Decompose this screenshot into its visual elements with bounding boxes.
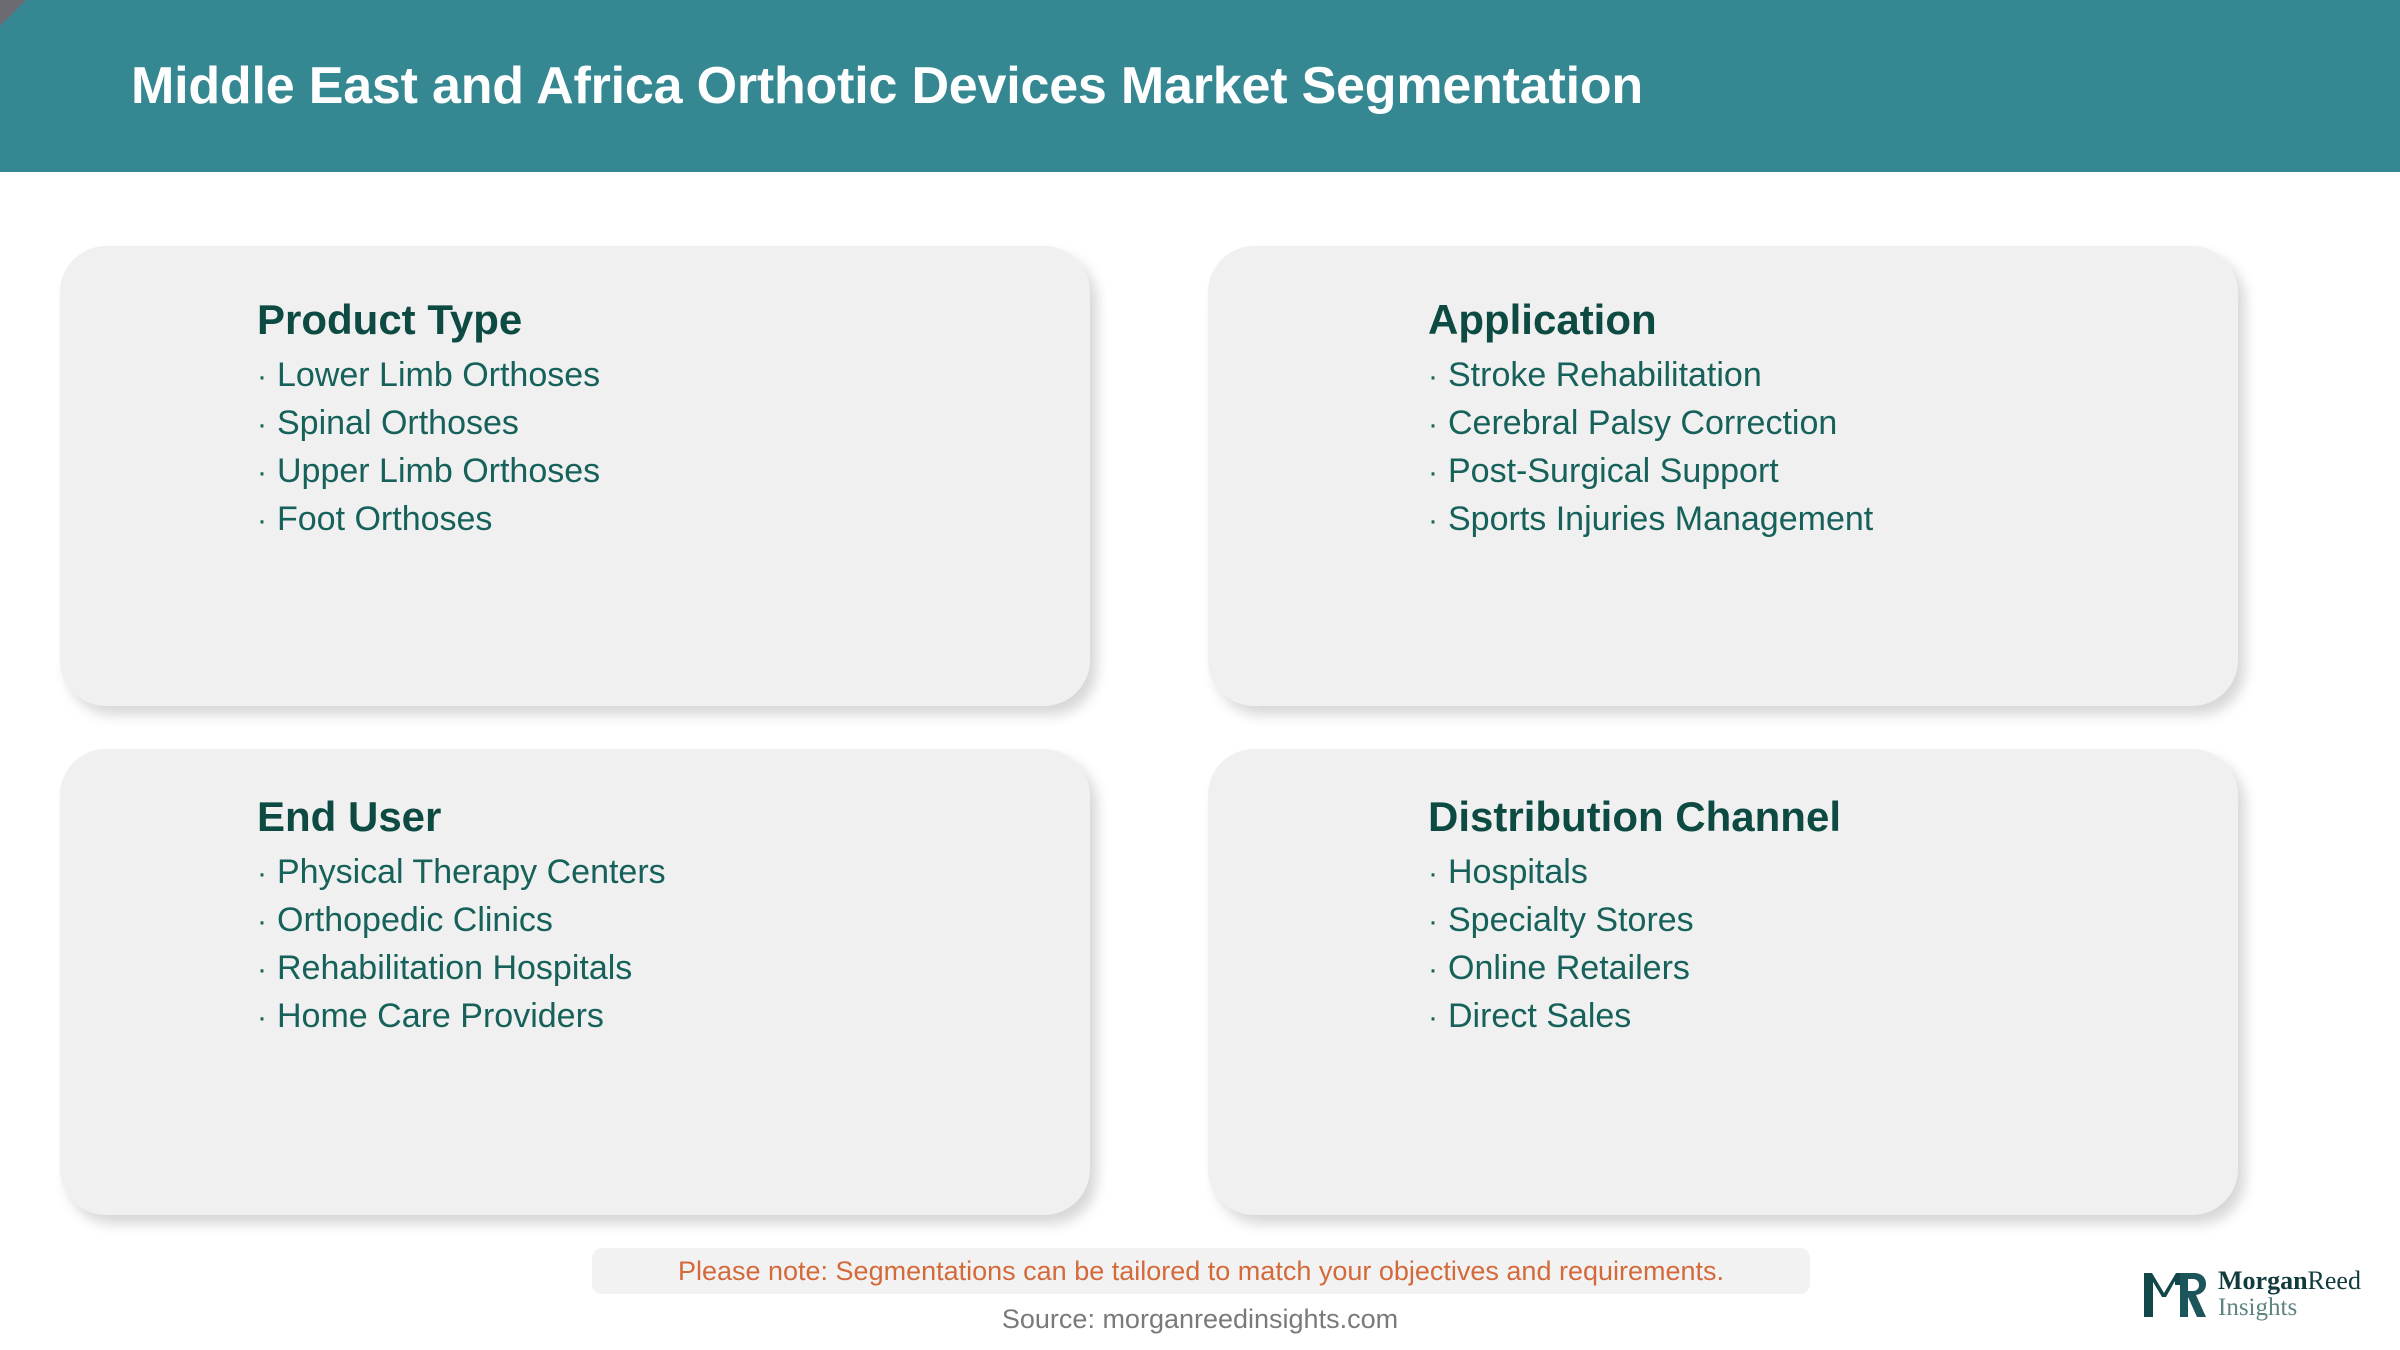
list-item: · Physical Therapy Centers <box>257 849 1066 897</box>
list-item-label: Rehabilitation Hospitals <box>277 949 633 988</box>
list-item-label: Foot Orthoses <box>277 500 493 539</box>
list-item: · Home Care Providers <box>257 993 1066 1041</box>
mr-monogram-icon <box>2144 1273 2206 1317</box>
segment-card-application[interactable]: Application · Stroke Rehabilitation · Cere… <box>1208 246 2238 706</box>
card-title: Product Type <box>257 296 523 343</box>
list-item: · Spinal Orthoses <box>257 400 1066 448</box>
bullet-icon: · <box>1428 408 1438 442</box>
list-item: · Rehabilitation Hospitals <box>257 945 1066 993</box>
logo-name-bold: Morgan <box>2218 1266 2308 1295</box>
list-item: · Stroke Rehabilitation <box>1428 352 2214 400</box>
list-item: · Orthopedic Clinics <box>257 897 1066 945</box>
list-item-label: Online Retailers <box>1448 949 1690 988</box>
card-item-list: · Lower Limb Orthoses · Spinal Orthoses · U… <box>257 352 1066 544</box>
tailoring-note-text: Please note: Segmentations can be tailor… <box>677 1255 1725 1286</box>
bullet-icon: · <box>1428 456 1438 490</box>
list-item-label: Stroke Rehabilitation <box>1448 356 1762 395</box>
page-header: Middle East and Africa Orthotic Devices … <box>0 0 2400 172</box>
card-title: Application <box>1428 296 1657 343</box>
segmentation-card-grid: Product Type · Lower Limb Orthoses · Spina… <box>0 172 2400 1222</box>
page-footer: Please note: Segmentations can be tailor… <box>0 1222 2400 1350</box>
list-item-label: Orthopedic Clinics <box>277 901 553 940</box>
segment-card-product-type[interactable]: Product Type · Lower Limb Orthoses · Spina… <box>60 246 1090 706</box>
list-item-label: Spinal Orthoses <box>277 404 519 443</box>
list-item-label: Physical Therapy Centers <box>277 853 666 892</box>
segment-card-end-user[interactable]: End User · Physical Therapy Centers · Orth… <box>60 749 1090 1215</box>
list-item-label: Specialty Stores <box>1448 901 1694 940</box>
list-item: · Specialty Stores <box>1428 897 2214 945</box>
bullet-icon: · <box>1428 953 1438 987</box>
list-item: · Lower Limb Orthoses <box>257 352 1066 400</box>
list-item: · Cerebral Palsy Correction <box>1428 400 2214 448</box>
list-item: · Online Retailers <box>1428 945 2214 993</box>
bullet-icon: · <box>1428 504 1438 538</box>
bullet-icon: · <box>257 857 267 891</box>
card-item-list: · Hospitals · Specialty Stores · Online Ret… <box>1428 849 2214 1041</box>
list-item-label: Direct Sales <box>1448 997 1632 1036</box>
card-title: Distribution Channel <box>1428 793 1841 840</box>
morganreed-insights-logo: MorganReed Insights <box>2142 1266 2361 1321</box>
bullet-icon: · <box>1428 360 1438 394</box>
list-item: · Direct Sales <box>1428 993 2214 1041</box>
source-attribution: Source: morganreedinsights.com <box>1001 1304 1399 1334</box>
list-item-label: Post-Surgical Support <box>1448 452 1779 491</box>
list-item-label: Hospitals <box>1448 853 1588 892</box>
card-content: Product Type · Lower Limb Orthoses · Spina… <box>60 246 1090 544</box>
bullet-icon: · <box>257 1001 267 1035</box>
card-content: Distribution Channel · Hospitals · Special… <box>1208 749 2238 1041</box>
page-title: Middle East and Africa Orthotic Devices … <box>131 57 1643 115</box>
list-item-label: Home Care Providers <box>277 997 604 1036</box>
logo-name-light: Reed <box>2307 1266 2361 1295</box>
bullet-icon: · <box>257 360 267 394</box>
list-item-label: Upper Limb Orthoses <box>277 452 601 491</box>
card-content: Application · Stroke Rehabilitation · Cere… <box>1208 246 2238 544</box>
card-content: End User · Physical Therapy Centers · Orth… <box>60 749 1090 1041</box>
bullet-icon: · <box>257 408 267 442</box>
list-item-label: Cerebral Palsy Correction <box>1448 404 1838 443</box>
bullet-icon: · <box>257 504 267 538</box>
segment-card-distribution-channel[interactable]: Distribution Channel · Hospitals · Special… <box>1208 749 2238 1215</box>
list-item: · Upper Limb Orthoses <box>257 448 1066 496</box>
logo-wordmark: MorganReed Insights <box>2218 1266 2361 1321</box>
logo-company-name: MorganReed <box>2218 1266 2361 1295</box>
card-item-list: · Stroke Rehabilitation · Cerebral Palsy C… <box>1428 352 2214 544</box>
list-item: · Post-Surgical Support <box>1428 448 2214 496</box>
list-item-label: Lower Limb Orthoses <box>277 356 601 395</box>
bullet-icon: · <box>1428 1001 1438 1035</box>
logo-tagline: Insights <box>2218 1293 2298 1321</box>
card-title: End User <box>257 793 442 840</box>
bullet-icon: · <box>257 456 267 490</box>
list-item: · Hospitals <box>1428 849 2214 897</box>
card-item-list: · Physical Therapy Centers · Orthopedic Cl… <box>257 849 1066 1041</box>
bullet-icon: · <box>257 953 267 987</box>
bullet-icon: · <box>1428 905 1438 939</box>
bullet-icon: · <box>1428 857 1438 891</box>
list-item: · Foot Orthoses <box>257 496 1066 544</box>
list-item-label: Sports Injuries Management <box>1448 500 1874 539</box>
tailoring-note-badge: Please note: Segmentations can be tailor… <box>592 1248 1810 1294</box>
list-item: · Sports Injuries Management <box>1428 496 2214 544</box>
corner-artifact-icon <box>0 0 26 26</box>
bullet-icon: · <box>257 905 267 939</box>
